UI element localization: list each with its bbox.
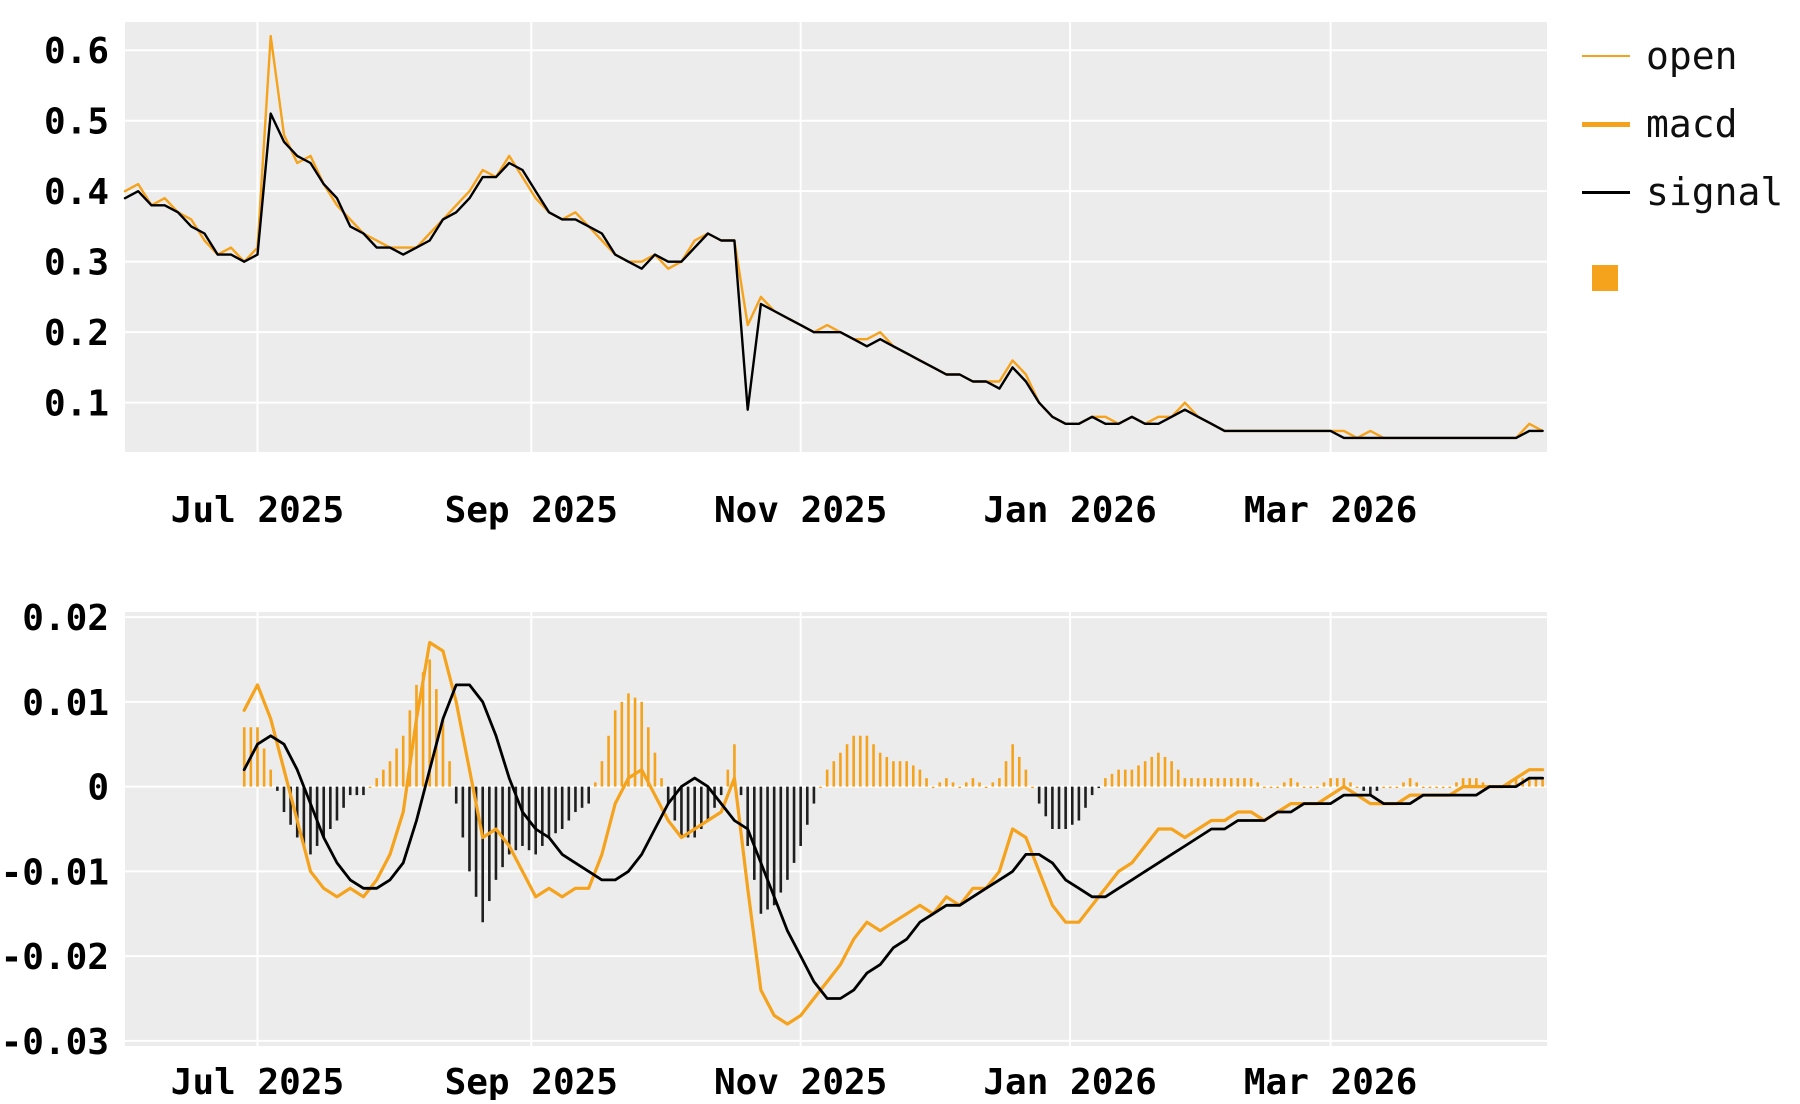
svg-text:0: 0 [87, 768, 109, 809]
svg-text:Nov 2025: Nov 2025 [714, 490, 887, 531]
svg-text:Jan 2026: Jan 2026 [983, 1062, 1156, 1100]
svg-text:-0.02: -0.02 [1, 937, 109, 978]
signal-line-swatch-icon [1582, 190, 1630, 194]
legend-item-histogram [1582, 256, 1783, 300]
svg-text:0.01: 0.01 [22, 683, 109, 724]
svg-text:0.6: 0.6 [44, 31, 109, 72]
open-line-swatch-icon [1582, 55, 1630, 57]
legend-item-open: open [1582, 34, 1783, 78]
svg-text:0.02: 0.02 [22, 598, 109, 639]
svg-text:Sep 2025: Sep 2025 [445, 490, 618, 531]
svg-text:Nov 2025: Nov 2025 [714, 1062, 887, 1100]
histogram-square-swatch-icon [1592, 265, 1618, 291]
svg-text:-0.03: -0.03 [1, 1022, 109, 1063]
svg-text:Mar 2026: Mar 2026 [1244, 1062, 1417, 1100]
legend-label-open: open [1646, 34, 1738, 78]
svg-text:0.1: 0.1 [44, 384, 109, 425]
svg-text:0.5: 0.5 [44, 102, 109, 143]
legend-label-signal: signal [1646, 170, 1784, 214]
svg-text:Jul 2025: Jul 2025 [171, 490, 344, 531]
svg-text:-0.01: -0.01 [1, 852, 109, 893]
legend: open macd signal [1582, 34, 1783, 300]
macd-line-swatch-icon [1582, 121, 1630, 127]
legend-item-signal: signal [1582, 170, 1783, 214]
svg-text:0.2: 0.2 [44, 313, 109, 354]
svg-text:Jan 2026: Jan 2026 [983, 490, 1156, 531]
legend-label-macd: macd [1646, 102, 1738, 146]
svg-text:Jul 2025: Jul 2025 [171, 1062, 344, 1100]
svg-text:0.3: 0.3 [44, 243, 109, 284]
svg-text:0.4: 0.4 [44, 172, 109, 213]
svg-text:Sep 2025: Sep 2025 [445, 1062, 618, 1100]
legend-item-macd: macd [1582, 102, 1783, 146]
svg-text:Mar 2026: Mar 2026 [1244, 490, 1417, 531]
